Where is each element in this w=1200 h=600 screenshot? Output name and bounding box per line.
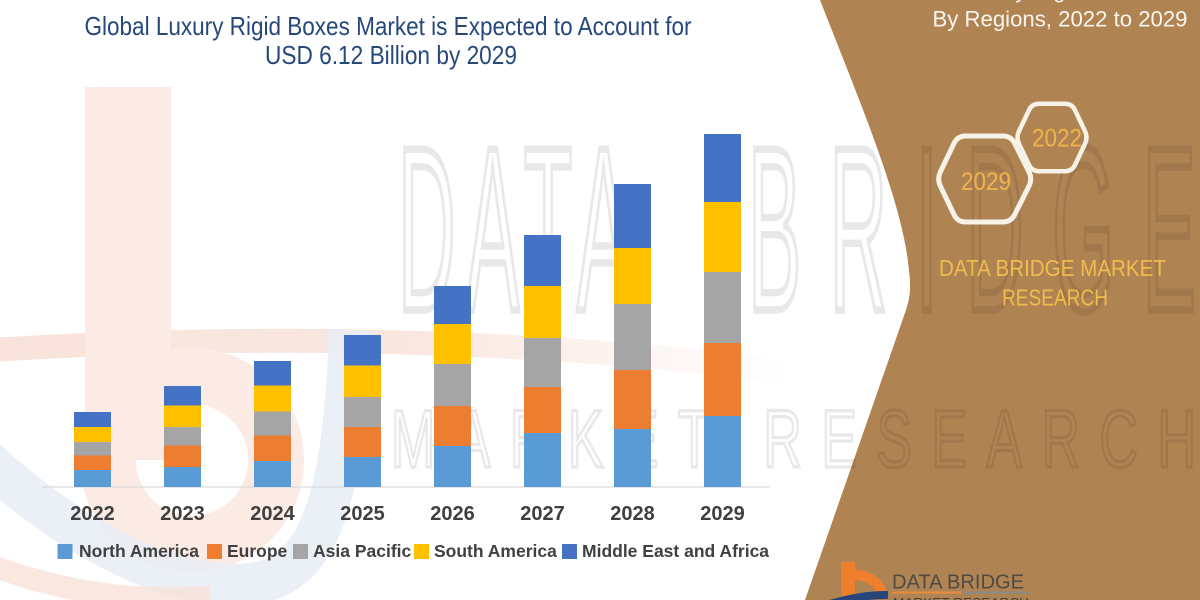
svg-text:2022: 2022: [70, 503, 115, 525]
svg-text:North America: North America: [79, 541, 199, 561]
svg-text:2028: 2028: [610, 503, 655, 525]
svg-text:Global Luxury Rigid Boxes Mark: Global Luxury Rigid Boxes Market is Expe…: [85, 11, 692, 41]
svg-text:Asia Pacific: Asia Pacific: [313, 541, 412, 561]
svg-text:South America: South America: [434, 541, 557, 561]
svg-text:2027: 2027: [520, 503, 565, 525]
svg-text:DATA BRIDGE MARKET: DATA BRIDGE MARKET: [939, 255, 1166, 281]
svg-text:2025: 2025: [340, 503, 385, 525]
svg-text:Middle East and Africa: Middle East and Africa: [582, 541, 769, 561]
svg-text:2026: 2026: [430, 503, 475, 525]
svg-text:RESEARCH: RESEARCH: [1002, 285, 1108, 311]
svg-text:Global Luxury Rigid Boxes Mark: Global Luxury Rigid Boxes Market,: [890, 0, 1200, 3]
svg-text:DATA BRIDGE: DATA BRIDGE: [892, 572, 1024, 594]
svg-text:MARKET RESEARCH: MARKET RESEARCH: [893, 596, 1029, 600]
svg-text:2024: 2024: [250, 503, 295, 525]
svg-text:2029: 2029: [961, 168, 1011, 196]
svg-text:2022: 2022: [1032, 125, 1082, 153]
svg-text:By Regions, 2022 to 2029: By Regions, 2022 to 2029: [933, 7, 1188, 32]
svg-text:Europe: Europe: [227, 541, 288, 561]
svg-text:2023: 2023: [160, 503, 205, 525]
svg-text:USD 6.12 Billion by 2029: USD 6.12 Billion by 2029: [265, 40, 517, 70]
svg-text:2029: 2029: [700, 503, 745, 525]
